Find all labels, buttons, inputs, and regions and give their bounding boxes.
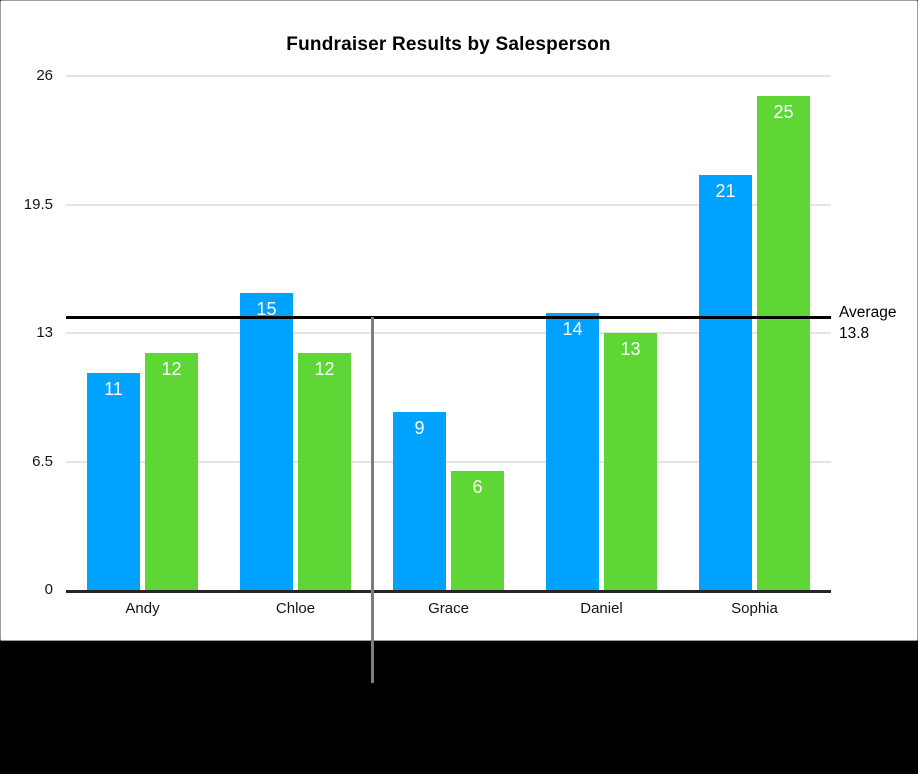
bar-value-label: 13 <box>620 339 641 359</box>
gridline <box>66 75 831 77</box>
bar-value-label: 21 <box>715 180 736 201</box>
bar-green-chloe: 12 <box>298 352 351 590</box>
bar-value-label: 11 <box>104 378 123 399</box>
bar-value-label: 12 <box>161 358 182 379</box>
bar-green-sophia: 25 <box>757 95 810 590</box>
y-axis-tick-label: 26 <box>36 67 53 84</box>
y-axis-tick-label: 19.5 <box>23 195 53 213</box>
average-reference-line <box>66 315 831 319</box>
bar-value-label: 6 <box>472 477 483 498</box>
bar-value-label: 25 <box>773 101 794 122</box>
x-axis-line <box>66 590 831 593</box>
y-axis-tick-label: 13 <box>36 324 53 341</box>
chart-panel: Fundraiser Results by Salesperson 0 6.5 13… <box>0 0 918 641</box>
bar-blue-daniel: 14 <box>546 313 599 590</box>
x-axis-category-label: Grace <box>428 600 469 617</box>
y-axis-tick-label: 6.5 <box>32 452 53 470</box>
page-divider-line <box>371 317 374 683</box>
average-line-label: Average 13.8 <box>839 302 896 344</box>
bar-green-daniel: 13 <box>604 333 657 590</box>
x-axis-category-label: Andy <box>125 600 160 617</box>
bar-value-label: 12 <box>314 358 335 379</box>
bar-blue-grace: 9 <box>393 412 446 590</box>
bar-green-andy: 12 <box>145 352 198 590</box>
average-label-text: Average <box>839 304 897 322</box>
gridline <box>66 332 831 334</box>
chart-title: Fundraiser Results by Salesperson <box>286 34 611 55</box>
x-axis-category-label: Sophia <box>731 600 778 617</box>
gridline <box>66 203 831 206</box>
bar-value-label: 14 <box>562 319 583 340</box>
bar-blue-sophia: 21 <box>699 174 752 590</box>
x-axis-category-label: Daniel <box>580 600 623 617</box>
y-axis-tick-label: 0 <box>44 581 53 598</box>
bar-value-label: 15 <box>256 299 277 320</box>
bar-green-grace: 6 <box>451 471 504 590</box>
average-value-text: 13.8 <box>839 325 870 343</box>
bar-value-label: 9 <box>414 418 425 439</box>
bar-blue-andy: 11 <box>87 372 140 590</box>
x-axis-category-label: Chloe <box>275 600 316 617</box>
gridline <box>66 460 831 463</box>
bar-blue-chloe: 15 <box>240 293 293 590</box>
